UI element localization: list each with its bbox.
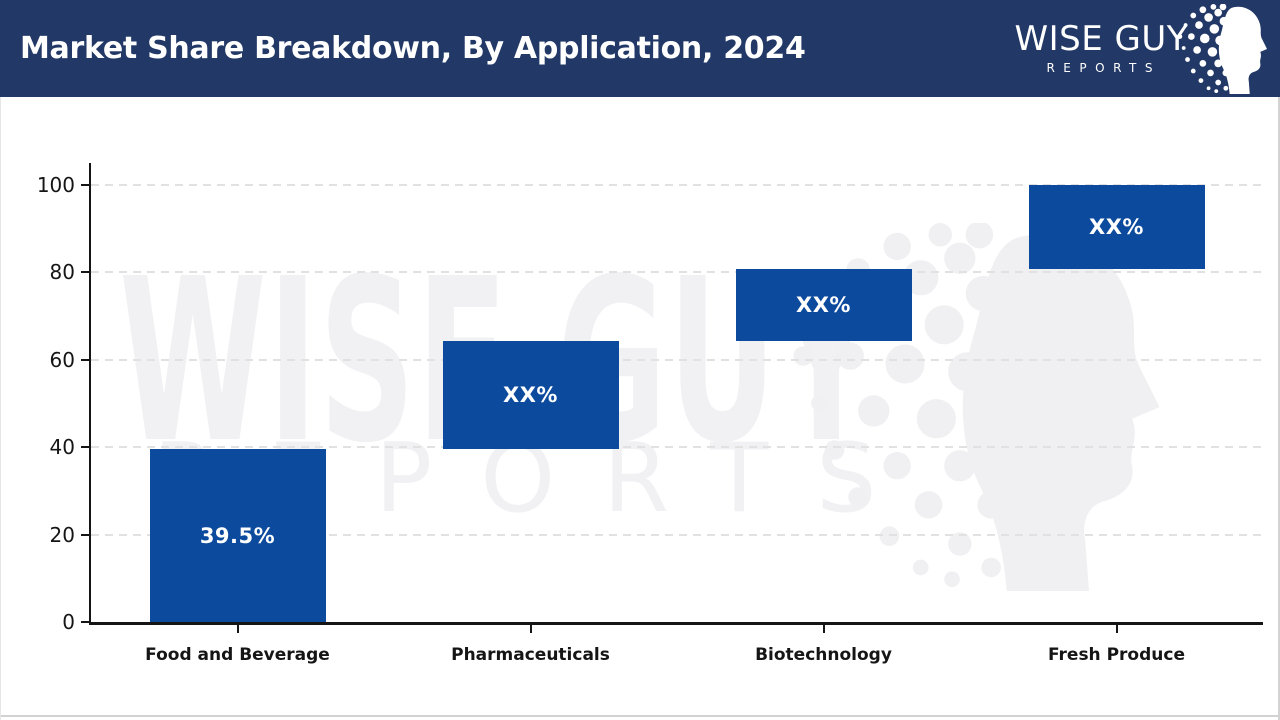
y-tick-label-40: 40	[49, 435, 75, 460]
y-tick-label-20: 20	[49, 522, 75, 547]
y-tick-label-80: 80	[49, 260, 75, 285]
logo-wordmark: WISE GUY REPORTS	[1014, 22, 1188, 75]
y-tick-label-60: 60	[49, 347, 75, 372]
x-tick-label-food-and-beverage: Food and Beverage	[145, 645, 330, 665]
bar-pharmaceuticals: XX%	[442, 340, 619, 450]
wiseguy-logo: WISE GUY REPORTS	[1014, 3, 1270, 94]
x-tick-label-fresh-produce: Fresh Produce	[1048, 645, 1185, 665]
bar-value-label: XX%	[1089, 215, 1144, 240]
plot-area: 0 20 40 60 80 100 39.5% Food and Beverage XX% Pha…	[37, 163, 1263, 665]
logo-wordmark-line1: WISE GUY	[1014, 19, 1188, 59]
bar-value-label: XX%	[796, 293, 851, 318]
y-tick-mark-80	[81, 271, 89, 274]
x-tick-mark-biotechnology	[822, 625, 825, 633]
bar-value-label: XX%	[503, 383, 558, 408]
x-tick-mark-pharmaceuticals	[529, 625, 532, 633]
y-tick-mark-100	[81, 183, 89, 186]
bar-fresh-produce: XX%	[1028, 184, 1205, 270]
y-tick-label-0: 0	[62, 610, 75, 634]
chart-canvas: WISE GUY REPORTS 0 20 40 60 80 100 39.5% Food a…	[0, 97, 1280, 720]
x-tick-mark-food-and-beverage	[236, 625, 239, 633]
header-bar: Market Share Breakdown, By Application, …	[0, 0, 1280, 97]
y-tick-mark-40	[81, 446, 89, 449]
y-tick-mark-60	[81, 358, 89, 361]
gridline-80	[91, 271, 1263, 274]
gridline-20	[91, 533, 1263, 536]
y-tick-label-100: 100	[36, 172, 75, 197]
bar-value-label: 39.5%	[199, 523, 276, 548]
gridline-40	[91, 446, 1263, 449]
gridline-60	[91, 358, 1263, 361]
bar-biotechnology: XX%	[735, 269, 912, 341]
page-title: Market Share Breakdown, By Application, …	[20, 31, 806, 66]
gridline-100	[91, 183, 1263, 186]
watermark-face-icon	[793, 223, 1160, 591]
y-tick-mark-20	[81, 533, 89, 536]
y-tick-mark-0	[81, 621, 89, 623]
x-tick-mark-fresh-produce	[1115, 625, 1118, 633]
x-tick-label-pharmaceuticals: Pharmaceuticals	[451, 645, 610, 665]
logo-wordmark-line2: REPORTS	[1046, 61, 1161, 75]
bar-food-and-beverage: 39.5%	[149, 449, 326, 622]
logo-face-icon	[1177, 3, 1267, 94]
image-bottom-border	[1, 715, 1278, 717]
x-tick-label-biotechnology: Biotechnology	[755, 645, 892, 665]
